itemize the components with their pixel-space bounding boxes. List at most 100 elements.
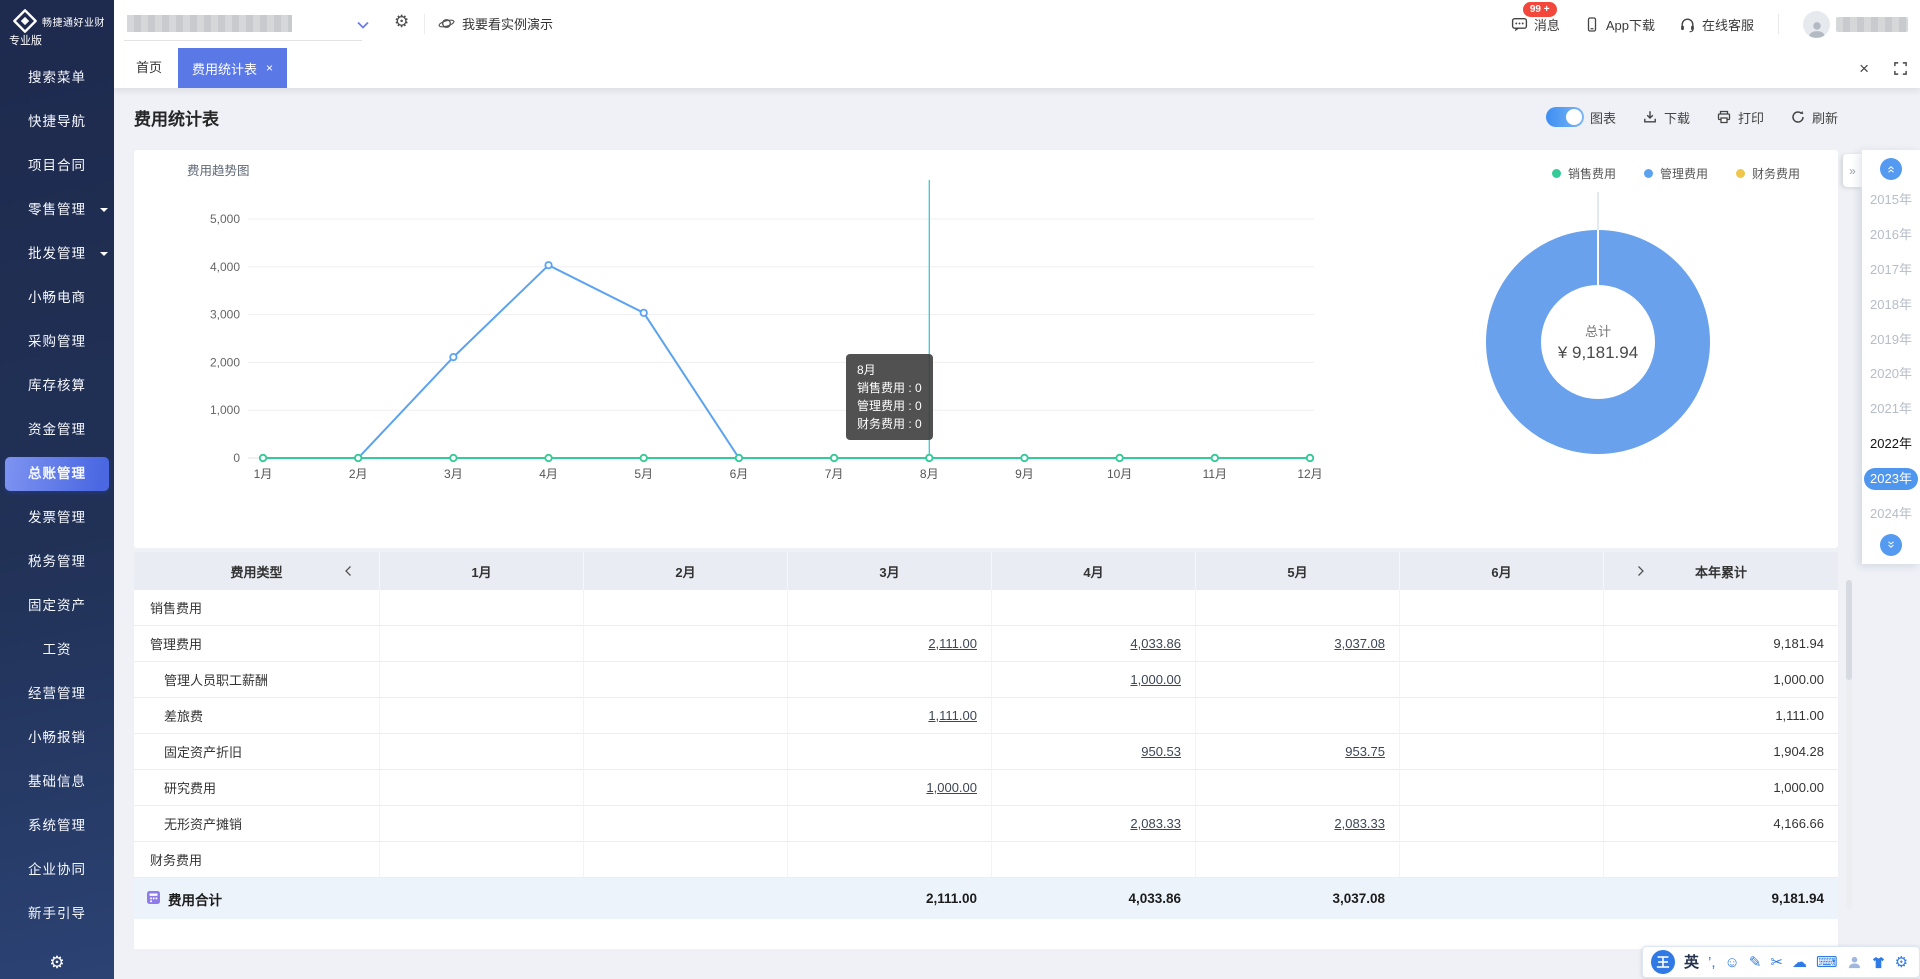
years-scroll-up-button[interactable]	[1880, 158, 1902, 180]
table-row[interactable]: 销售费用	[134, 590, 1838, 626]
sidebar-item[interactable]: 小畅电商	[0, 276, 114, 320]
year-item[interactable]: 2020年	[1870, 366, 1912, 382]
year-item[interactable]: 2023年	[1864, 467, 1918, 490]
sidebar-item[interactable]: 企业协同	[0, 848, 114, 892]
table-row[interactable]: 差旅费 1,111.00 1,111.00	[134, 698, 1838, 734]
cell-value-link[interactable]: 2,083.33	[1130, 816, 1181, 831]
year-item[interactable]: 2018年	[1870, 296, 1912, 312]
tab-home[interactable]: 首页	[135, 60, 162, 75]
cell-value: 3,037.08	[1196, 626, 1400, 662]
ime-emoji-icon[interactable]: ☺	[1724, 953, 1740, 971]
download-button[interactable]: 下载	[1642, 108, 1690, 127]
ime-keyboard-icon[interactable]: ⌨	[1816, 953, 1838, 971]
company-selector[interactable]	[124, 8, 362, 41]
cell-value-link[interactable]: 1,000.00	[926, 780, 977, 795]
year-item[interactable]: 2017年	[1870, 261, 1912, 277]
legend-item[interactable]: 管理费用	[1643, 165, 1708, 182]
chart-toggle[interactable]: 图表	[1545, 107, 1616, 127]
ime-settings-icon[interactable]: ⚙	[1894, 953, 1909, 971]
year-item[interactable]: 2021年	[1870, 401, 1912, 417]
sidebar-settings-gear-icon[interactable]: ⚙	[49, 953, 65, 972]
sidebar-item[interactable]: 快捷导航	[0, 100, 114, 144]
sidebar-item[interactable]: 总账管理	[5, 457, 109, 491]
sidebar-item-label: 小畅电商	[28, 290, 86, 305]
ime-english-mode-icon[interactable]: 英	[1684, 953, 1700, 971]
sidebar-item[interactable]: 采购管理	[0, 320, 114, 364]
ime-user-icon[interactable]	[1847, 955, 1862, 970]
table-row[interactable]: 管理费用 2,111.00 4,033.86 3,037.08 9,181.94	[134, 626, 1838, 662]
svg-text:5,000: 5,000	[210, 212, 240, 226]
table-row[interactable]: 管理人员职工薪酬 1,000.00 1,000.00	[134, 662, 1838, 698]
sidebar-item[interactable]: 零售管理	[0, 188, 114, 232]
year-item[interactable]: 2019年	[1870, 331, 1912, 347]
sidebar-item[interactable]: 小畅报销	[0, 716, 114, 760]
cell-value-link[interactable]: 953.75	[1345, 744, 1385, 759]
cell-value: 4,033.86	[992, 626, 1196, 662]
cell-value	[380, 662, 584, 698]
sidebar-item[interactable]: 资金管理	[0, 408, 114, 452]
year-panel-collapse-icon[interactable]: »	[1843, 154, 1862, 187]
ime-cloud-icon[interactable]: ☁	[1792, 953, 1807, 971]
cell-value-link[interactable]: 1,111.00	[928, 708, 977, 723]
refresh-button[interactable]: 刷新	[1790, 108, 1838, 127]
next-months-button[interactable]	[1634, 565, 1646, 577]
ime-logo-icon[interactable]: 王	[1651, 950, 1675, 974]
support-button[interactable]: 在线客服	[1679, 15, 1754, 34]
cell-value	[584, 626, 788, 662]
row-label: 固定资产折旧	[134, 734, 380, 770]
svg-text:5月: 5月	[634, 467, 653, 481]
sidebar-item[interactable]: 税务管理	[0, 540, 114, 584]
app-download-button[interactable]: App下载	[1584, 15, 1655, 34]
sidebar-item[interactable]: 搜索菜单	[0, 56, 114, 100]
cell-value-link[interactable]: 1,000.00	[1130, 672, 1181, 687]
close-icon[interactable]: ×	[1859, 58, 1869, 78]
tab-close-icon[interactable]: ×	[266, 61, 274, 75]
divider	[424, 14, 425, 34]
sidebar-item[interactable]: 项目合同	[0, 144, 114, 188]
sidebar-item[interactable]: 发票管理	[0, 496, 114, 540]
scrollbar-track[interactable]	[1846, 580, 1852, 910]
year-item[interactable]: 2016年	[1870, 227, 1912, 243]
table-row[interactable]: 研究费用 1,000.00 1,000.00	[134, 770, 1838, 806]
demo-link[interactable]: 我要看实例演示	[438, 14, 553, 33]
cell-value-link[interactable]: 3,037.08	[1334, 636, 1385, 651]
toggle-switch[interactable]	[1545, 107, 1584, 127]
table-row[interactable]: 固定资产折旧 950.53 953.75 1,904.28	[134, 734, 1838, 770]
cell-value-link[interactable]: 2,111.00	[928, 636, 977, 651]
cell-value-link[interactable]: 2,083.33	[1334, 816, 1385, 831]
total-cell-value: 3,037.08	[1196, 878, 1400, 919]
scrollbar-thumb[interactable]	[1846, 580, 1852, 680]
cell-value-link[interactable]: 950.53	[1141, 744, 1181, 759]
previous-months-button[interactable]	[343, 565, 355, 577]
cell-value	[380, 626, 584, 662]
table-row[interactable]: 财务费用	[134, 842, 1838, 878]
year-item[interactable]: 2015年	[1870, 192, 1912, 208]
sidebar-item[interactable]: 批发管理	[0, 232, 114, 276]
sidebar-item[interactable]: 新手引导	[0, 892, 114, 936]
fullscreen-icon[interactable]	[1893, 61, 1908, 76]
sidebar-item[interactable]: 系统管理	[0, 804, 114, 848]
ime-clipboard-icon[interactable]: ✂	[1770, 953, 1783, 971]
sidebar-item[interactable]: 固定资产	[0, 584, 114, 628]
user-account[interactable]	[1803, 10, 1908, 38]
ime-skin-icon[interactable]	[1871, 955, 1886, 970]
settings-gear-icon[interactable]: ⚙	[394, 12, 410, 31]
year-item[interactable]: 2022年	[1870, 435, 1912, 451]
sidebar-item[interactable]: 库存核算	[0, 364, 114, 408]
tab-expense-report[interactable]: 费用统计表 ×	[178, 48, 288, 88]
legend-item[interactable]: 销售费用	[1551, 165, 1616, 182]
table-row[interactable]: 无形资产摊销 2,083.33 2,083.33 4,166.66	[134, 806, 1838, 842]
sidebar-item[interactable]: 工资	[0, 628, 114, 672]
legend-item[interactable]: 财务费用	[1735, 165, 1800, 182]
year-item[interactable]: 2024年	[1870, 505, 1912, 521]
years-scroll-down-button[interactable]	[1880, 534, 1902, 556]
ime-handwriting-icon[interactable]: ✎	[1748, 953, 1762, 971]
ime-punctuation-icon[interactable]: ’,	[1708, 953, 1716, 971]
trend-and-donut-chart[interactable]: 0 1,000 2,000 3,000 4,000 5,000 1月 2月 3月 4月 5月 6月 7月…	[134, 150, 1838, 548]
messages-button[interactable]: 99 + 消息	[1511, 1, 1560, 34]
chevron-down-icon[interactable]	[356, 17, 370, 35]
sidebar-item[interactable]: 基础信息	[0, 760, 114, 804]
cell-value-link[interactable]: 4,033.86	[1130, 636, 1181, 651]
print-button[interactable]: 打印	[1716, 108, 1764, 127]
sidebar-item[interactable]: 经营管理	[0, 672, 114, 716]
